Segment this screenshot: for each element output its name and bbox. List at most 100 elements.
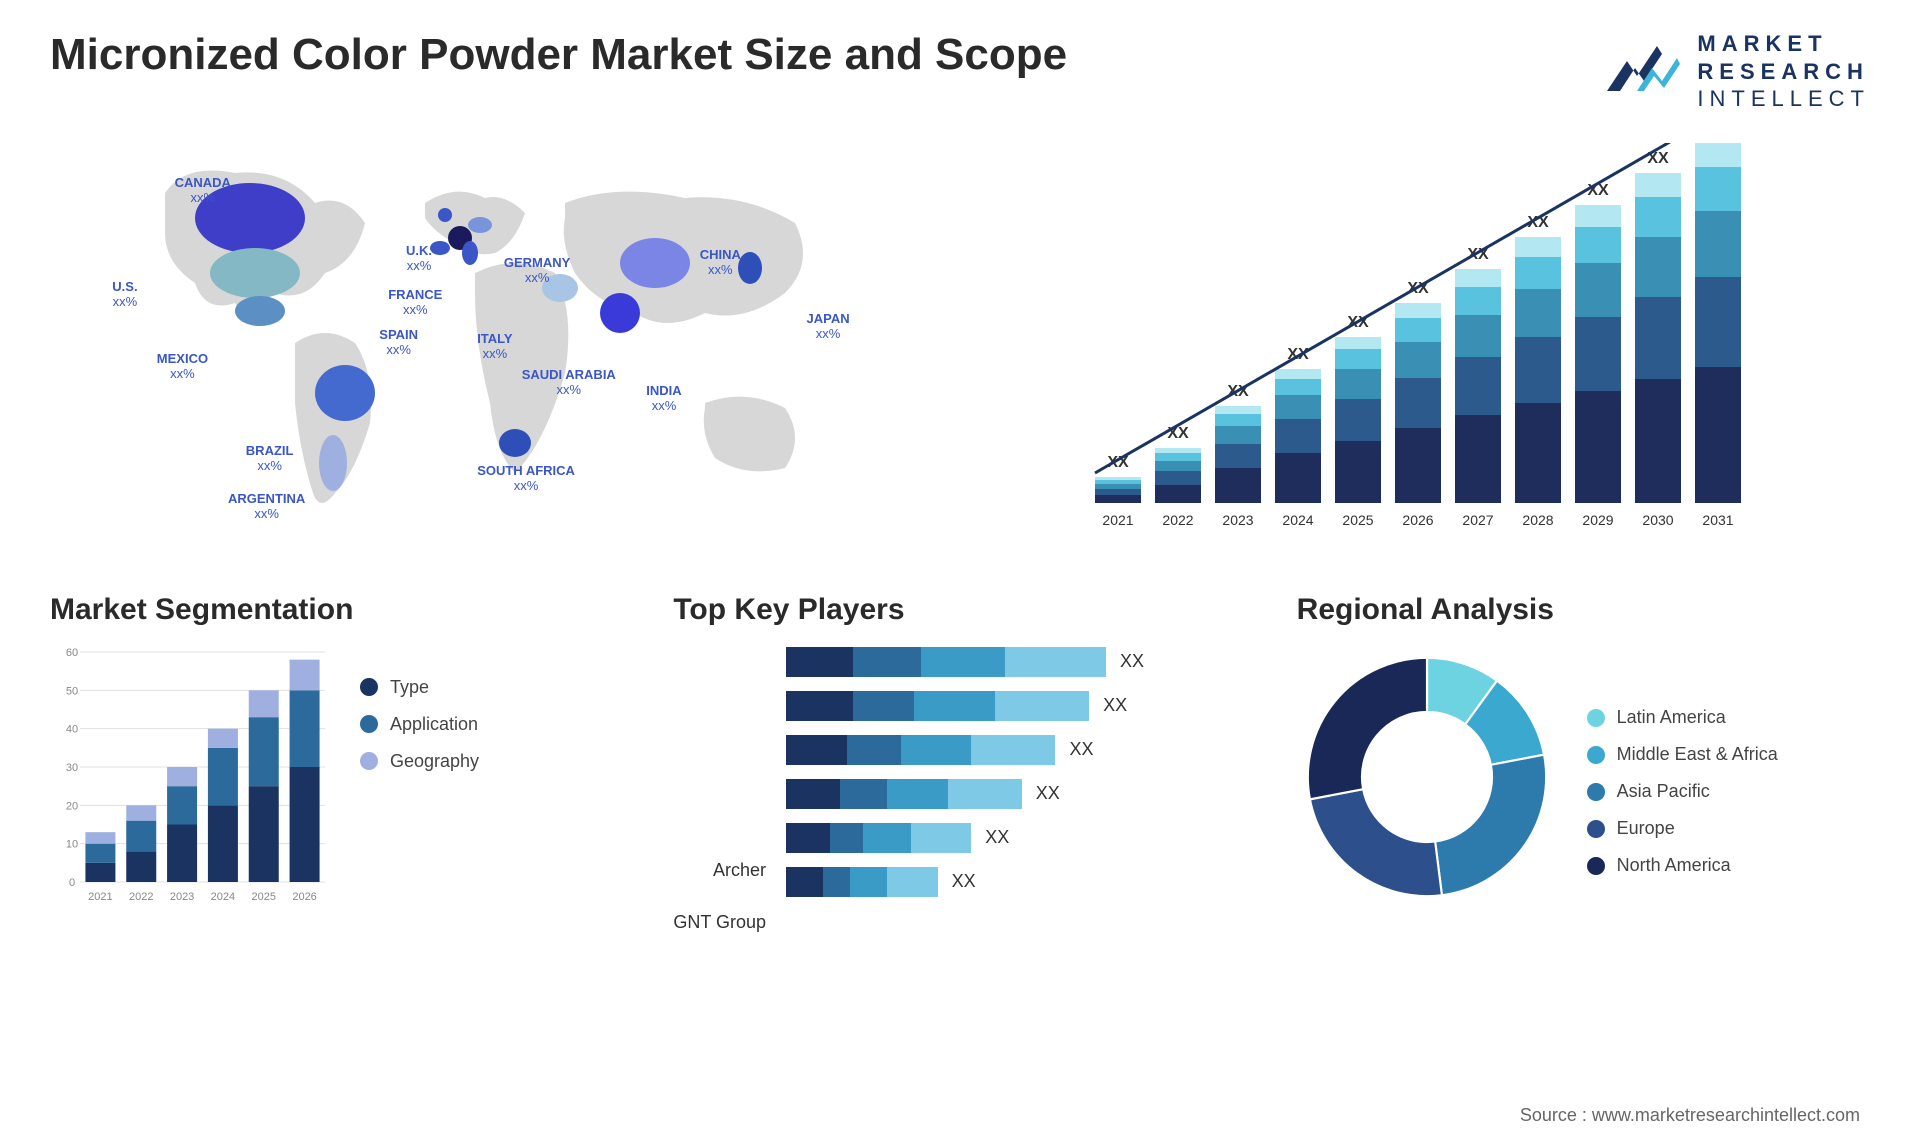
map-country-label: GERMANYxx% [504,255,570,286]
player-bar-row: XX [786,735,1247,765]
source-attribution: Source : www.marketresearchintellect.com [1520,1105,1860,1126]
svg-text:2027: 2027 [1462,512,1493,528]
player-bar-segment [887,867,938,897]
map-country-label: INDIAxx% [646,383,681,414]
player-value-label: XX [1036,783,1060,804]
svg-text:60: 60 [66,647,78,659]
player-label [673,699,766,729]
svg-text:2026: 2026 [292,891,316,903]
player-bar-segment [850,867,887,897]
header: Micronized Color Powder Market Size and … [50,30,1870,113]
map-country-label: JAPANxx% [807,311,850,342]
player-bar-segment [823,867,850,897]
svg-text:2021: 2021 [88,891,112,903]
svg-text:0: 0 [69,877,75,889]
map-country-label: ITALYxx% [477,331,512,362]
player-bar-segment [847,735,901,765]
page-title: Micronized Color Powder Market Size and … [50,30,1067,80]
player-bar-row: XX [786,691,1247,721]
map-country-label: CANADAxx% [175,175,231,206]
legend-dot-icon [1587,783,1605,801]
legend-dot-icon [1587,709,1605,727]
legend-item: Asia Pacific [1587,781,1778,802]
svg-text:2024: 2024 [1282,512,1313,528]
legend-label: Latin America [1617,707,1726,728]
svg-text:2028: 2028 [1522,512,1553,528]
player-value-label: XX [985,827,1009,848]
legend-item: Middle East & Africa [1587,744,1778,765]
player-bar-segment [921,647,1005,677]
player-bar-segment [887,779,948,809]
players-title: Top Key Players [673,593,1246,627]
svg-text:2030: 2030 [1642,512,1673,528]
svg-text:2024: 2024 [211,891,235,903]
player-bar-segment [786,735,847,765]
player-bar-segment [863,823,910,853]
svg-text:XX: XX [1167,425,1189,442]
segmentation-bar-chart: 0102030405060 202120222023202420252026 [50,647,330,907]
map-country-label: SAUDI ARABIAxx% [522,367,616,398]
player-label [673,751,766,781]
player-label: Archer [673,855,766,885]
svg-text:2029: 2029 [1582,512,1613,528]
legend-label: Type [390,677,429,698]
map-country-label: U.K.xx% [406,243,432,274]
player-value-label: XX [1120,651,1144,672]
logo-icon [1602,36,1682,106]
player-bar-row: XX [786,779,1247,809]
svg-text:2022: 2022 [1162,512,1193,528]
player-bar-segment [995,691,1089,721]
player-bar-row: XX [786,823,1247,853]
player-bar-segment [853,691,914,721]
svg-text:2022: 2022 [129,891,153,903]
players-panel: Top Key Players Archer GNT Group XX XX XX XX… [673,593,1246,945]
map-country-label: BRAZILxx% [246,443,294,474]
legend-label: Middle East & Africa [1617,744,1778,765]
svg-text:2023: 2023 [1222,512,1253,528]
svg-text:10: 10 [66,838,78,850]
player-value-label: XX [1103,695,1127,716]
legend-item: Europe [1587,818,1778,839]
player-label: GNT Group [673,907,766,937]
map-country-label: CHINAxx% [700,247,741,278]
player-bar-segment [786,823,830,853]
svg-text:2031: 2031 [1702,512,1733,528]
player-label [673,647,766,677]
legend-label: Europe [1617,818,1675,839]
map-country-label: SOUTH AFRICAxx% [477,463,575,494]
player-bar-row: XX [786,867,1247,897]
legend-dot-icon [1587,820,1605,838]
svg-text:2021: 2021 [1102,512,1133,528]
legend-dot-icon [360,678,378,696]
svg-text:30: 30 [66,762,78,774]
legend-label: Geography [390,751,479,772]
player-bar-segment [786,779,840,809]
player-bar-segment [853,647,920,677]
player-bar-segment [786,867,823,897]
map-country-label: ARGENTINAxx% [228,491,305,522]
logo-text: MARKET RESEARCH INTELLECT [1697,30,1870,113]
map-country-label: SPAINxx% [379,327,418,358]
player-bar-segment [948,779,1022,809]
player-bar-segment [830,823,864,853]
svg-text:2023: 2023 [170,891,194,903]
segmentation-panel: Market Segmentation 0102030405060 202120… [50,593,623,945]
player-bar-segment [901,735,972,765]
legend-label: Application [390,714,478,735]
legend-label: North America [1617,855,1731,876]
player-bar-segment [971,735,1055,765]
legend-dot-icon [360,752,378,770]
top-row: CANADAxx%U.S.xx%MEXICOxx%BRAZILxx%ARGENT… [50,143,1870,543]
legend-dot-icon [360,715,378,733]
legend-item: Application [360,714,479,735]
bottom-row: Market Segmentation 0102030405060 202120… [50,593,1870,945]
legend-item: North America [1587,855,1778,876]
segmentation-title: Market Segmentation [50,593,623,627]
player-value-label: XX [952,871,976,892]
legend-label: Asia Pacific [1617,781,1710,802]
world-map-panel: CANADAxx%U.S.xx%MEXICOxx%BRAZILxx%ARGENT… [50,143,940,543]
player-bar-segment [911,823,972,853]
segmentation-legend: Type Application Geography [360,647,479,907]
player-bar-segment [840,779,887,809]
regional-title: Regional Analysis [1297,593,1870,627]
